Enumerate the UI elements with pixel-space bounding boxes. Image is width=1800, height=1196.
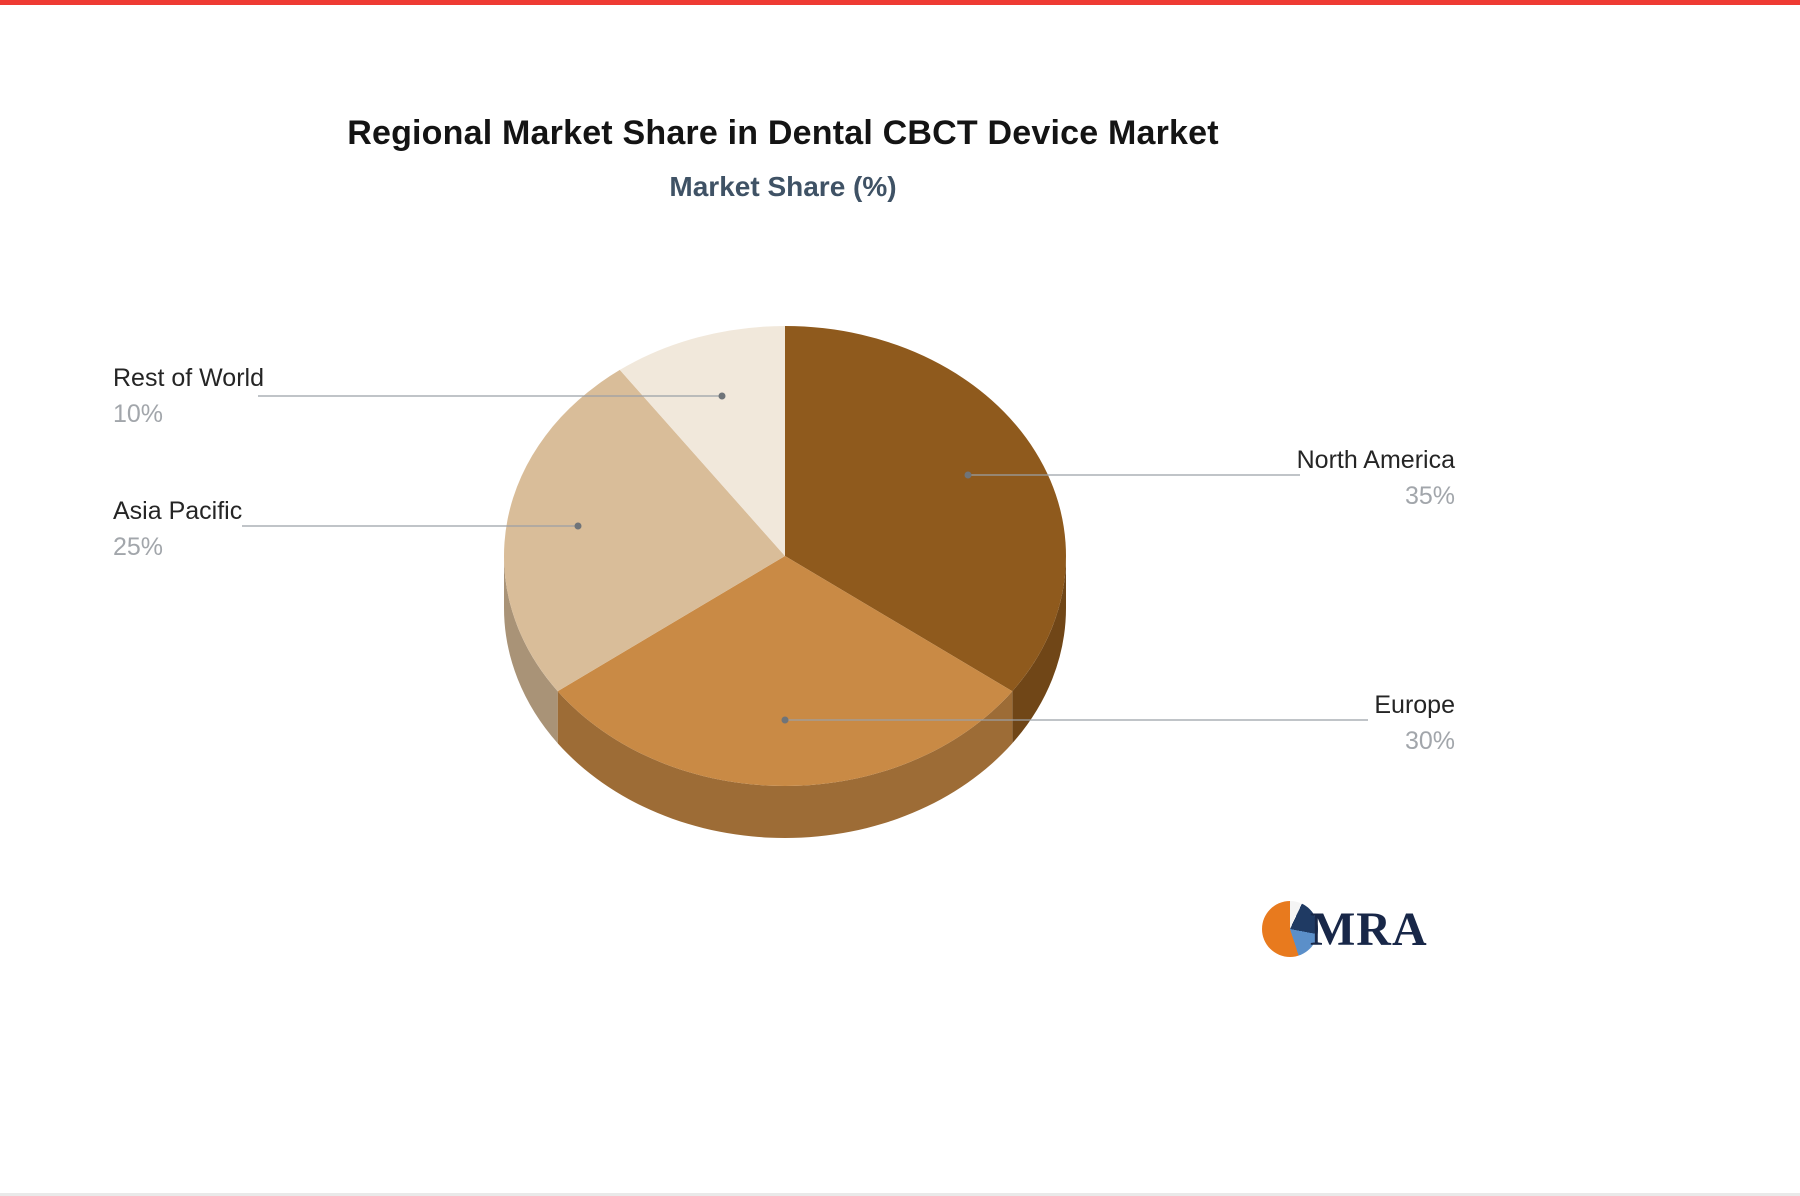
chart-title: Regional Market Share in Dental CBCT Dev…: [347, 114, 1219, 152]
mra-logo: MRA: [1262, 901, 1428, 957]
slice-label-text: Asia Pacific: [113, 497, 243, 525]
slice-label-europe: Europe 30%: [1374, 687, 1455, 759]
slice-label-north-america: North America 35%: [1297, 442, 1455, 514]
slice-label-text: North America: [1296, 446, 1455, 474]
bottom-border: [0, 1193, 1800, 1196]
pie-slice-rest-of-world: [619, 326, 785, 556]
pie-slice-side-asia-pacific: [504, 556, 558, 744]
chart-subtitle: Market Share (%): [669, 171, 897, 202]
slice-label-text: Europe: [1374, 691, 1455, 719]
pie-slice-europe: [557, 556, 1013, 787]
leader-dot-rest-of-world: [718, 392, 726, 400]
mra-logo-pie-icon: [1262, 901, 1318, 957]
slice-label-asia-pacific: Asia Pacific 25%: [113, 493, 242, 565]
pie-slice-asia-pacific: [504, 369, 785, 692]
slice-label-value: 25%: [113, 533, 164, 561]
mra-logo-text: MRA: [1310, 902, 1428, 956]
chart-header: Regional Market Share in Dental CBCT Dev…: [0, 114, 1566, 203]
slice-label-rest-of-world: Rest of World 10%: [113, 360, 264, 432]
slice-label-text: Rest of World: [113, 364, 264, 392]
pie-slice-side-europe: [557, 691, 1013, 838]
leader-dot-europe: [781, 716, 789, 724]
leader-dot-asia-pacific: [574, 522, 582, 530]
pie-slice-side-north-america: [1012, 556, 1066, 744]
pie-slice-north-america: [785, 326, 1066, 692]
leader-dot-north-america: [964, 471, 972, 479]
slice-label-value: 10%: [113, 400, 164, 428]
top-accent-bar: [0, 0, 1800, 5]
slice-label-value: 35%: [1404, 482, 1455, 510]
slice-label-value: 30%: [1404, 727, 1455, 755]
